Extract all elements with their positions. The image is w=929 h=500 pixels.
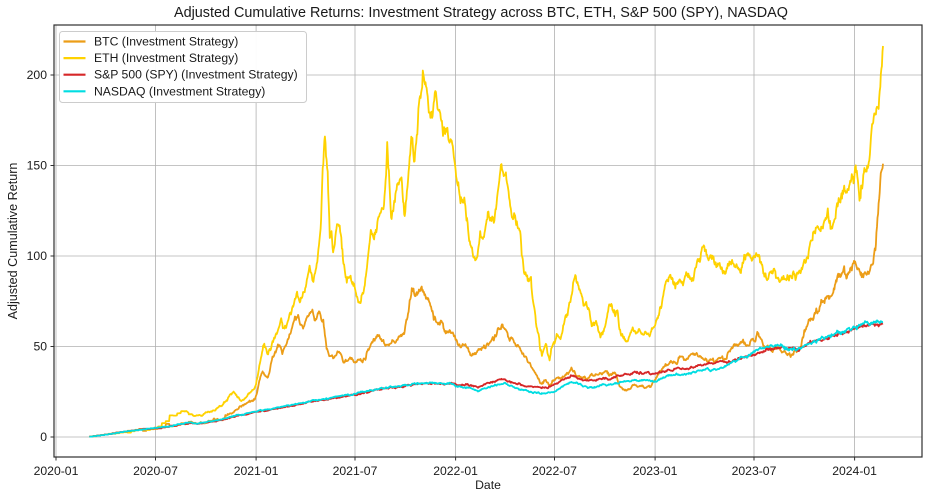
svg-text:BTC (Investment Strategy): BTC (Investment Strategy) <box>94 35 238 49</box>
svg-text:2020-07: 2020-07 <box>133 464 178 478</box>
svg-text:2021-07: 2021-07 <box>333 464 378 478</box>
svg-text:200: 200 <box>27 68 48 82</box>
svg-text:100: 100 <box>27 249 48 263</box>
svg-text:150: 150 <box>27 159 48 173</box>
svg-text:0: 0 <box>40 430 47 444</box>
svg-text:2023-01: 2023-01 <box>633 464 678 478</box>
svg-text:Adjusted Cumulative Returns: I: Adjusted Cumulative Returns: Investment … <box>174 5 788 21</box>
svg-text:50: 50 <box>33 340 47 354</box>
svg-text:2022-07: 2022-07 <box>532 464 577 478</box>
svg-text:2020-01: 2020-01 <box>34 464 79 478</box>
svg-text:2021-01: 2021-01 <box>234 464 279 478</box>
svg-text:2024-01: 2024-01 <box>832 464 877 478</box>
svg-text:Adjusted Cumulative Return: Adjusted Cumulative Return <box>6 163 20 320</box>
svg-text:Date: Date <box>475 478 501 492</box>
svg-text:NASDAQ (Investment Strategy): NASDAQ (Investment Strategy) <box>94 84 265 98</box>
svg-text:2023-07: 2023-07 <box>732 464 777 478</box>
svg-text:ETH (Investment Strategy): ETH (Investment Strategy) <box>94 51 238 65</box>
svg-text:S&P 500 (SPY) (Investment Stra: S&P 500 (SPY) (Investment Strategy) <box>94 68 298 82</box>
svg-text:2022-01: 2022-01 <box>433 464 478 478</box>
